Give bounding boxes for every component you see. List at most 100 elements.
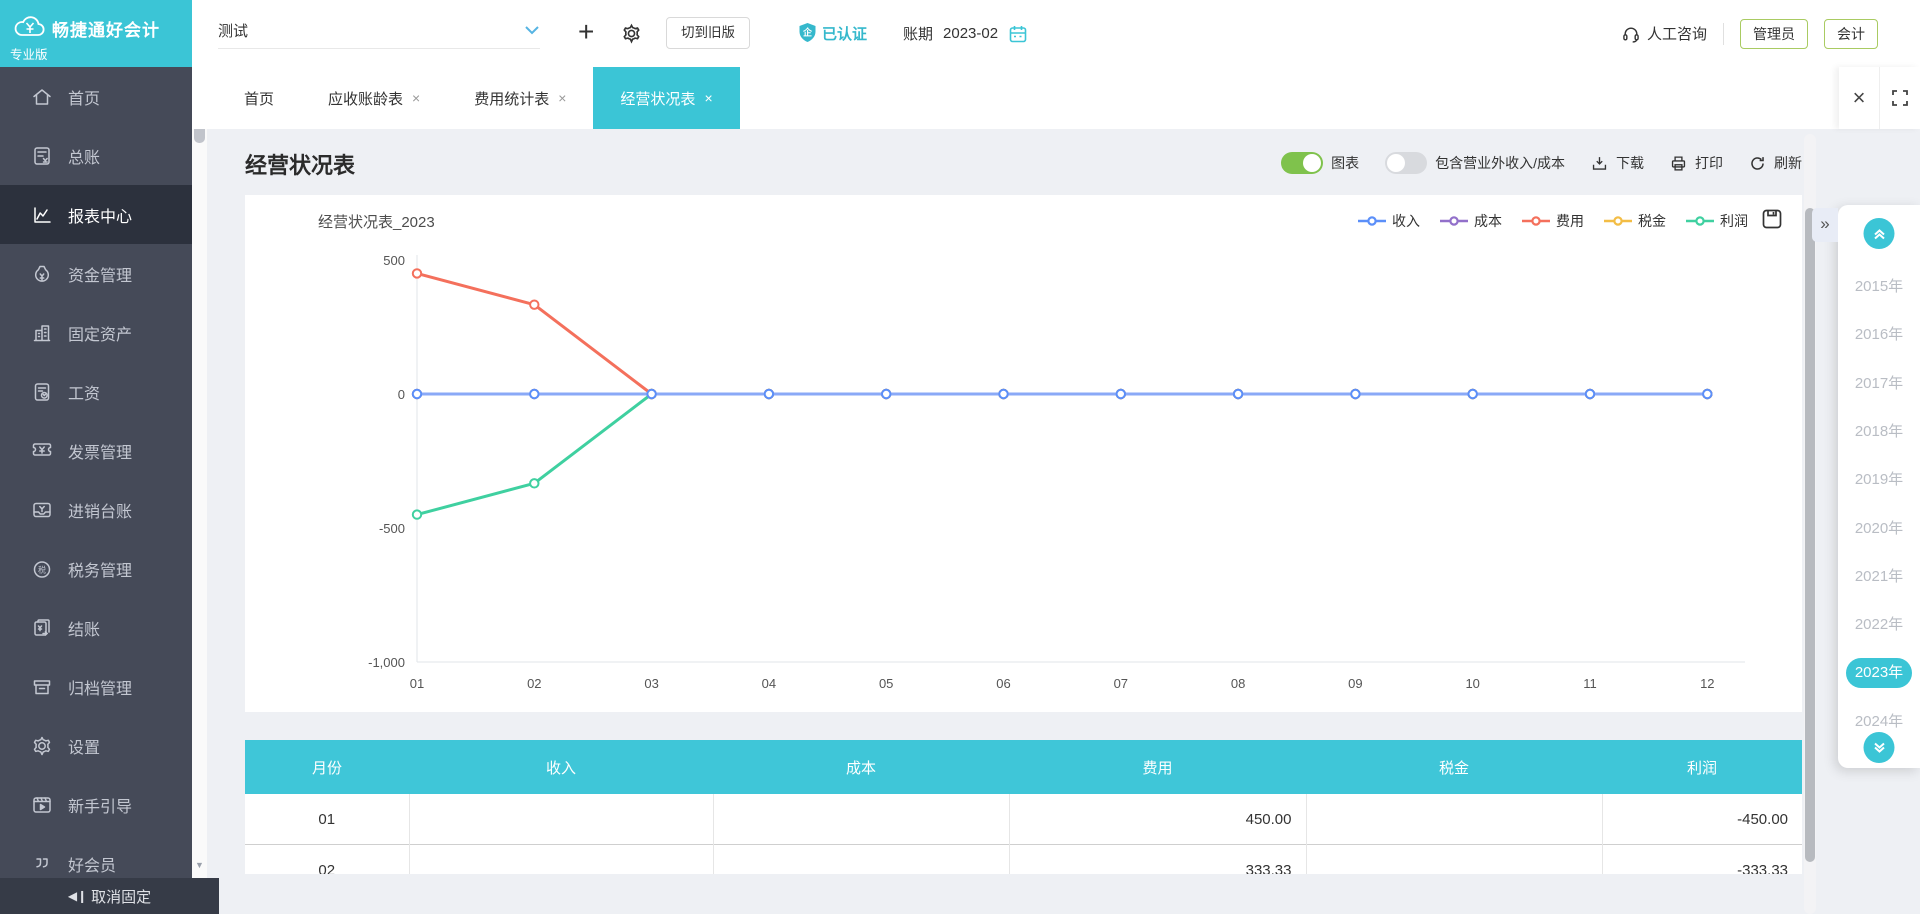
tab-close-icon[interactable]: × (704, 90, 713, 106)
main-scrollbar-thumb[interactable] (1805, 208, 1815, 862)
sidebar-item-label: 报表中心 (68, 208, 133, 226)
refresh-icon (1751, 156, 1764, 170)
tab-1[interactable]: 首页 (217, 67, 301, 129)
svg-text:08: 08 (1231, 676, 1245, 691)
chart-legend: 收入 成本 费用 税金 利润 (1358, 211, 1748, 231)
table-cell (1306, 844, 1603, 874)
legend-item-收入[interactable]: 收入 (1358, 211, 1420, 231)
legend-item-税金[interactable]: 税金 (1604, 211, 1666, 231)
table-header-row: 月份 收入 成本 费用 税金 利润 (245, 740, 1802, 794)
sidebar-scrollbar[interactable]: ▲ ▼ (192, 67, 207, 878)
topbar-right-group: 人工咨询 管理员 会计 (1621, 0, 1878, 67)
chart-card: 经营状况表_2023 收入 成本 费用 税金 利润 500 0 -500 -1,000 01 02… (245, 195, 1802, 712)
years-scroll-up-button[interactable] (1863, 218, 1895, 249)
legend-item-成本[interactable]: 成本 (1440, 211, 1502, 231)
year-item-2019[interactable]: 2019年 (1854, 471, 1904, 489)
year-item-2021[interactable]: 2021年 (1854, 567, 1904, 585)
years-scroll-down-button[interactable] (1863, 732, 1895, 763)
support-link[interactable]: 人工咨询 (1621, 23, 1707, 44)
sidebar-item-label: 归档管理 (68, 680, 133, 698)
sidebar-item-7[interactable]: 发票管理 (0, 421, 192, 480)
gear-icon[interactable] (620, 22, 643, 50)
sidebar-item-8[interactable]: 进销台账 (0, 480, 192, 539)
year-item-2023[interactable]: 2023年 (1846, 658, 1912, 689)
svg-text:04: 04 (762, 676, 776, 691)
switch-old-version-button[interactable]: 切到旧版 (666, 17, 750, 49)
tab-label: 经营状况表 (620, 90, 696, 108)
sidebar-item-13[interactable]: 新手引导 (0, 775, 192, 834)
tab-3[interactable]: 费用统计表 × (447, 67, 593, 129)
tab-close-icon[interactable]: × (412, 90, 421, 106)
archive-icon (33, 679, 51, 694)
table-row: 01 450.00 -450.00 (245, 794, 1802, 845)
add-button[interactable]: + (578, 16, 595, 47)
admin-button[interactable]: 管理员 (1740, 18, 1808, 49)
include-toggle-switch[interactable] (1385, 152, 1428, 174)
tab-4[interactable]: 经营状况表 × (593, 67, 740, 129)
year-item-2024[interactable]: 2024年 (1854, 712, 1904, 730)
sidebar-item-3[interactable]: 报表中心 (0, 185, 192, 244)
year-item-2017[interactable]: 2017年 (1854, 374, 1904, 392)
download-button[interactable]: 下载 (1591, 153, 1644, 173)
legend-marker-icon (1604, 216, 1632, 226)
sidebar-item-6[interactable]: 工资 (0, 362, 192, 421)
include-nonoperating-toggle[interactable]: 包含营业外收入/成本 (1385, 152, 1565, 174)
cloud-logo-icon (14, 16, 45, 36)
svg-text:0: 0 (398, 387, 405, 402)
print-button[interactable]: 打印 (1670, 153, 1723, 173)
chart-toggle-label: 图表 (1331, 155, 1360, 171)
calendar-icon[interactable] (1008, 24, 1028, 44)
unpin-sidebar-button[interactable]: ◀❙ 取消固定 (0, 878, 219, 914)
role-button[interactable]: 会计 (1824, 18, 1878, 49)
double-chevron-down-icon (1873, 742, 1885, 753)
year-item-2022[interactable]: 2022年 (1854, 616, 1904, 634)
scroll-down-icon[interactable]: ▼ (195, 860, 204, 870)
sidebar-item-5[interactable]: 固定资产 (0, 303, 192, 362)
chart-toggle-switch[interactable] (1281, 152, 1324, 174)
sidebar-item-11[interactable]: 归档管理 (0, 657, 192, 716)
svg-text:05: 05 (879, 676, 893, 691)
certified-badge[interactable]: 企 已认证 (798, 22, 867, 44)
sidebar-item-10[interactable]: 结账 (0, 598, 192, 657)
sidebar-item-label: 税务管理 (68, 562, 133, 580)
sidebar-item-14[interactable]: 好会员 (0, 834, 192, 893)
fullscreen-icon[interactable] (1879, 67, 1920, 129)
sidebar-item-4[interactable]: 资金管理 (0, 244, 192, 303)
chevron-down-icon (525, 26, 539, 35)
support-label: 人工咨询 (1646, 26, 1707, 43)
member-icon (36, 857, 48, 868)
line-chart[interactable]: 500 0 -500 -1,000 01 02 03 04 05 06 07 08 09 10 11 12 (245, 195, 1802, 712)
refresh-button[interactable]: 刷新 (1749, 153, 1802, 173)
legend-marker-icon (1440, 216, 1468, 226)
svg-text:-1,000: -1,000 (368, 655, 405, 670)
year-item-2015[interactable]: 2015年 (1854, 278, 1904, 295)
tab-label: 首页 (244, 90, 275, 108)
year-item-2016[interactable]: 2016年 (1854, 326, 1904, 344)
tab-2[interactable]: 应收账龄表 × (301, 67, 447, 129)
table-cell (409, 794, 714, 845)
tab-close-icon[interactable]: × (558, 90, 567, 106)
chart-toggle[interactable]: 图表 (1281, 152, 1359, 174)
collapse-panel-handle[interactable]: » (1812, 208, 1838, 242)
sidebar-item-9[interactable]: 税 税务管理 (0, 539, 192, 598)
sidebar-item-12[interactable]: 设置 (0, 716, 192, 775)
sidebar-item-label: 首页 (68, 90, 101, 108)
report-table: 月份 收入 成本 费用 税金 利润 01 450.00 -450.00 02 333.33 -333… (245, 740, 1802, 874)
table-cell (713, 844, 1010, 874)
legend-item-费用[interactable]: 费用 (1522, 211, 1584, 231)
year-item-2020[interactable]: 2020年 (1854, 519, 1904, 537)
close-all-tabs-icon[interactable]: × (1852, 85, 1866, 110)
closing-icon (34, 618, 50, 636)
tab-bar: 首页 应收账龄表 × 费用统计表 × 经营状况表 × (192, 67, 1920, 129)
save-chart-icon[interactable] (1760, 207, 1784, 236)
svg-text:10: 10 (1465, 676, 1479, 691)
legend-item-利润[interactable]: 利润 (1686, 211, 1748, 231)
sidebar-item-2[interactable]: 总账 (0, 126, 192, 185)
unpin-label: 取消固定 (91, 888, 152, 906)
sidebar-item-1[interactable]: 首页 (0, 67, 192, 126)
guide-icon (33, 796, 51, 813)
period-value[interactable]: 2023-02 (943, 25, 999, 42)
account-selector[interactable]: 测试 (218, 12, 540, 49)
year-item-2018[interactable]: 2018年 (1854, 422, 1904, 440)
svg-text:09: 09 (1348, 676, 1362, 691)
